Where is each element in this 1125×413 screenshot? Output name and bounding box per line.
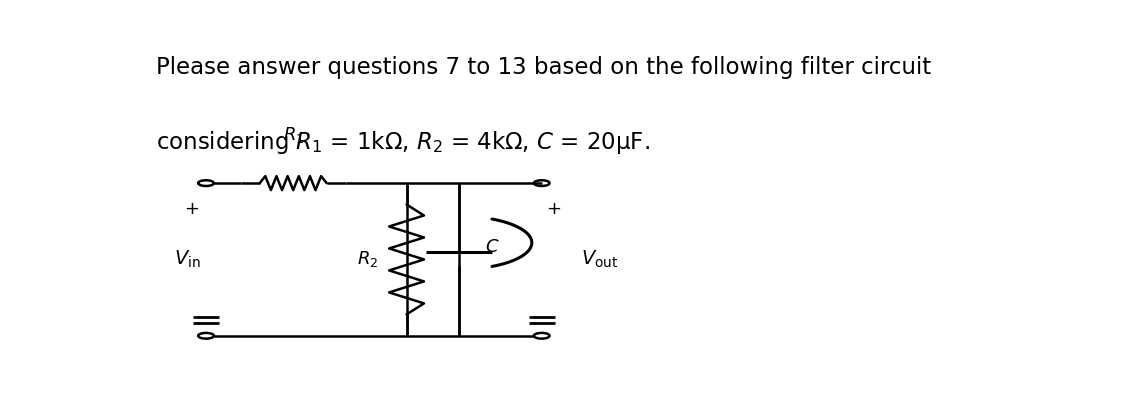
Text: $V_{\rm in}$: $V_{\rm in}$ <box>173 249 200 270</box>
Text: $R_2$: $R_2$ <box>357 249 378 269</box>
Text: $V_{\rm out}$: $V_{\rm out}$ <box>580 249 619 270</box>
Text: +: + <box>547 199 561 218</box>
Text: considering $R_1$ = 1kΩ, $R_2$ = 4kΩ, $C$ = 20μF.: considering $R_1$ = 1kΩ, $R_2$ = 4kΩ, $C… <box>156 129 650 156</box>
Text: Please answer questions 7 to 13 based on the following filter circuit: Please answer questions 7 to 13 based on… <box>156 56 931 79</box>
Text: $C$: $C$ <box>485 238 500 256</box>
Text: +: + <box>183 199 199 218</box>
Text: $R_1$: $R_1$ <box>282 125 304 145</box>
